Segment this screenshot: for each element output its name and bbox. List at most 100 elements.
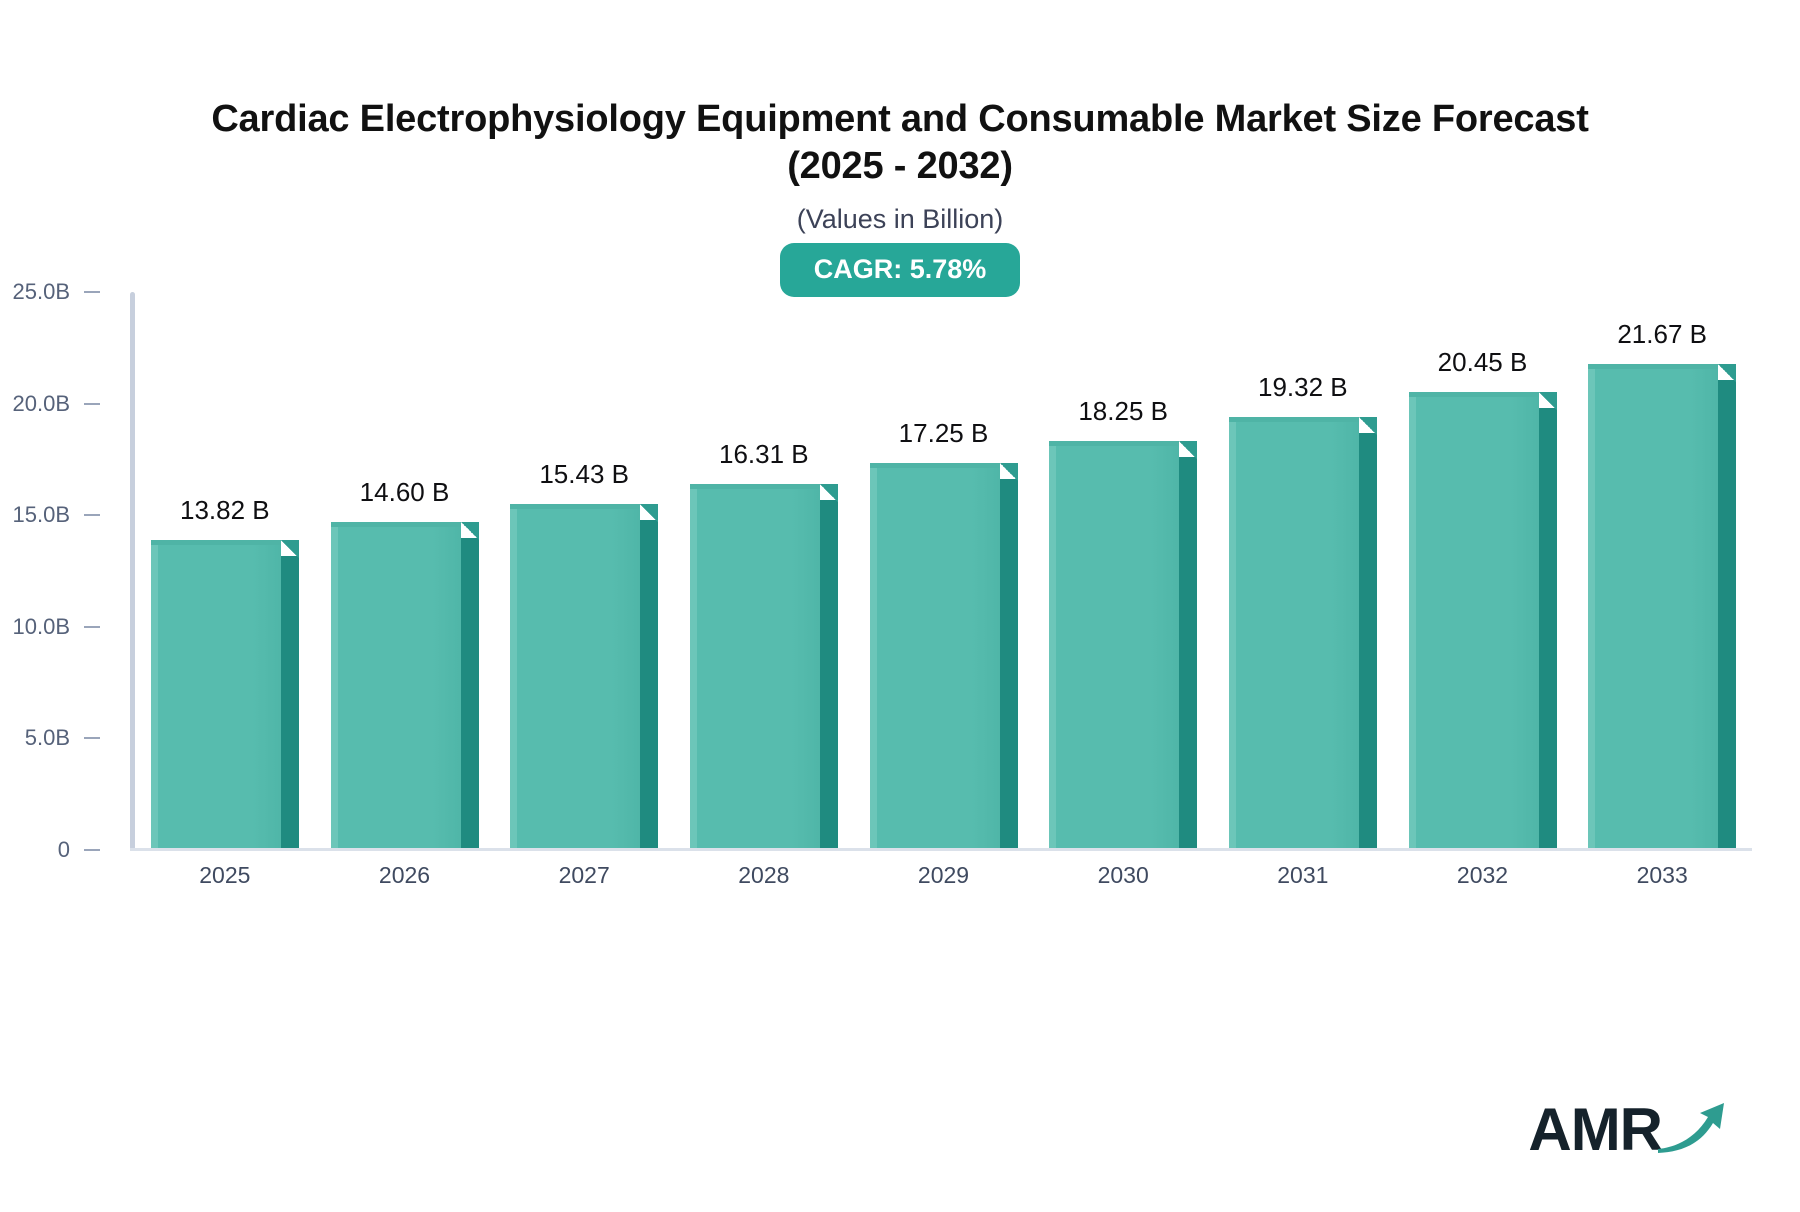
- bar-bevel: [640, 503, 659, 522]
- bar-front-face: [1049, 440, 1180, 849]
- bar-value-label: 18.25 B: [1078, 395, 1168, 426]
- growth-arrow-icon: [1656, 1097, 1728, 1158]
- bar[interactable]: [1049, 440, 1198, 849]
- bar-slot: 19.32 B: [1228, 290, 1377, 849]
- y-axis-tick-label: 25.0B: [12, 279, 71, 304]
- bar-value-label: 15.43 B: [539, 458, 629, 489]
- bar-front-face: [150, 539, 281, 849]
- x-axis-line: [130, 848, 1752, 851]
- bar[interactable]: [330, 522, 479, 848]
- y-axis: 0 5.0B 10.0B 15.0B 20.0B 25.0B: [0, 279, 100, 862]
- y-axis-tick-mark: [84, 849, 100, 851]
- bar-value-label: 21.67 B: [1617, 319, 1707, 350]
- bar-side-face: [1358, 432, 1377, 848]
- bars-layer: 13.82 B 14.60 B 15.43 B 16.31 B 17.25 B 18.25…: [135, 290, 1752, 850]
- bar-front-face: [1588, 364, 1719, 848]
- bar[interactable]: [1588, 364, 1737, 848]
- bar-front-face: [330, 522, 461, 848]
- x-axis-tick-label: 2025: [199, 862, 251, 888]
- y-axis-tick: 0: [58, 837, 100, 863]
- bar-top-face: [1228, 416, 1359, 422]
- x-axis-tick-label: 2030: [1097, 862, 1149, 888]
- bar-side-face: [819, 499, 838, 848]
- bar-side-face: [640, 519, 659, 848]
- bar-slot: 20.45 B: [1408, 290, 1557, 849]
- bar-top-face: [1408, 391, 1539, 397]
- x-axis: 2025 2026 2027 2028 2029 2030 2031 2032 2033: [135, 862, 1752, 902]
- x-axis-tick-label: 2027: [558, 862, 610, 888]
- bar-slot: 14.60 B: [330, 290, 479, 848]
- y-axis-line: [130, 292, 135, 850]
- bar-bevel: [280, 539, 299, 558]
- bar-top-face: [510, 503, 641, 509]
- bar[interactable]: [689, 483, 838, 849]
- y-axis-tick-mark: [84, 737, 100, 740]
- y-axis-tick-mark: [84, 514, 100, 517]
- y-axis-tick-mark: [84, 625, 100, 628]
- x-axis-tick-label: 2032: [1456, 862, 1509, 888]
- bar-top-face: [330, 522, 461, 528]
- bar-side-face: [1538, 407, 1557, 848]
- bar-value-label: 16.31 B: [719, 438, 809, 469]
- bar-top-face: [689, 483, 820, 489]
- y-axis-tick-label: 0: [57, 837, 70, 862]
- bar-slot: 21.67 B: [1588, 290, 1737, 848]
- bar-slot: 18.25 B: [1049, 290, 1198, 849]
- bar-top-face: [150, 539, 281, 545]
- bar-front-face: [869, 462, 1000, 849]
- bar-bevel: [1538, 391, 1557, 410]
- bar-front-face: [510, 503, 641, 849]
- bar-value-label: 19.32 B: [1258, 371, 1348, 402]
- bar-side-face: [460, 538, 479, 848]
- bar-value-label: 17.25 B: [898, 417, 989, 448]
- bar[interactable]: [869, 462, 1018, 849]
- amr-logo: AMR: [1528, 1097, 1728, 1160]
- bar-side-face: [1718, 380, 1737, 848]
- bar-value-label: 13.82 B: [180, 494, 270, 525]
- bar-front-face: [1228, 416, 1359, 849]
- bar-side-face: [1179, 456, 1198, 848]
- bar-slot: 16.31 B: [689, 290, 838, 849]
- bar[interactable]: [1408, 391, 1557, 849]
- bar-bevel: [999, 462, 1018, 481]
- chart-header: Cardiac Electrophysiology Equipment and …: [0, 0, 1800, 298]
- bar-bevel: [1179, 440, 1198, 459]
- y-axis-tick-label: 20.0B: [12, 390, 71, 416]
- bar-top-face: [1049, 440, 1180, 446]
- x-axis-tick-label: 2029: [917, 862, 970, 888]
- bar-bevel: [460, 522, 479, 541]
- page-title: Cardiac Electrophysiology Equipment and …: [211, 98, 1589, 188]
- y-axis-tick: 20.0B: [12, 390, 100, 417]
- bar[interactable]: [150, 539, 299, 849]
- bar[interactable]: [1228, 416, 1377, 849]
- y-axis-tick-label: 5.0B: [24, 725, 70, 751]
- x-axis-tick-label: 2033: [1636, 862, 1688, 888]
- bar-slot: 15.43 B: [510, 290, 659, 849]
- bar-front-face: [1408, 391, 1539, 849]
- x-axis-tick-label: 2026: [378, 862, 431, 888]
- bar-slot: 17.25 B: [869, 290, 1018, 849]
- chart-subtitle: (Values in Billion): [796, 204, 1004, 235]
- bar-top-face: [1588, 364, 1719, 370]
- bar-value-label: 14.60 B: [359, 477, 450, 508]
- x-axis-tick-label: 2031: [1277, 862, 1329, 888]
- logo-text: AMR: [1528, 1096, 1663, 1163]
- plot-area: 0 5.0B 10.0B 15.0B 20.0B 25.0B 13.82 B 14.60 B…: [0, 279, 1800, 862]
- x-axis-tick-label: 2028: [738, 862, 790, 888]
- cagr-badge-wrapper: CAGR: 5.78%: [0, 243, 1800, 298]
- bar-slot: 13.82 B: [150, 290, 299, 849]
- y-axis-tick: 10.0B: [12, 613, 100, 640]
- y-axis-tick-label: 10.0B: [12, 613, 71, 639]
- y-axis-tick-mark: [84, 291, 100, 293]
- y-axis-tick: 5.0B: [25, 725, 100, 751]
- bar[interactable]: [510, 503, 659, 849]
- cagr-badge: CAGR: 5.78%: [779, 243, 1021, 298]
- bar-side-face: [999, 478, 1018, 848]
- bar-bevel: [819, 483, 838, 502]
- bar-front-face: [689, 483, 820, 849]
- y-axis-tick: 15.0B: [13, 502, 100, 528]
- bar-bevel: [1718, 364, 1737, 383]
- bar-bevel: [1358, 416, 1377, 435]
- bar-top-face: [869, 462, 1000, 468]
